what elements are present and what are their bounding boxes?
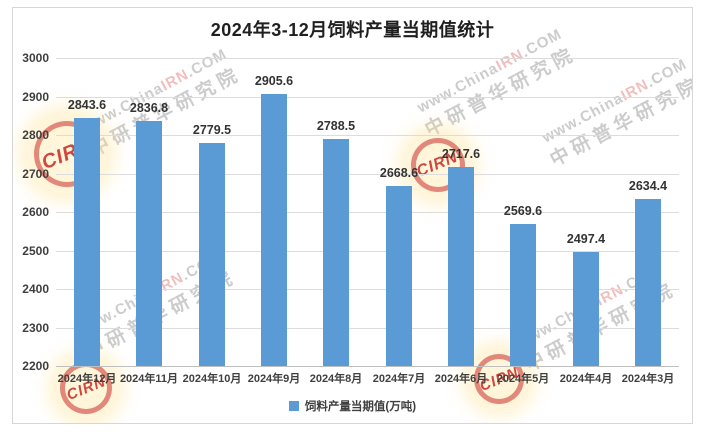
bar	[510, 224, 536, 366]
bar-value-label: 2779.5	[192, 123, 232, 137]
gridline	[56, 251, 679, 252]
bar-value-label: 2634.4	[628, 179, 668, 193]
gridline	[56, 135, 679, 136]
bar-value-label: 2569.6	[503, 204, 543, 218]
bar	[573, 252, 599, 366]
gridline	[56, 58, 679, 59]
legend-label: 饲料产量当期值(万吨)	[304, 401, 417, 413]
bar	[261, 94, 287, 366]
x-axis-tick-label: 2024年8月	[309, 373, 363, 385]
bar	[323, 139, 349, 366]
chart-title: 2024年3-12月饲料产量当期值统计	[210, 20, 495, 40]
x-axis-tick-label: 2024年10月	[182, 373, 242, 385]
y-axis-tick-label: 2500	[22, 244, 49, 258]
y-axis-tick-label: 2300	[22, 321, 49, 335]
x-axis-tick-label: 2024年5月	[496, 373, 550, 385]
bar-value-label: 2717.6	[441, 147, 481, 161]
y-axis-tick-label: 3000	[22, 51, 49, 65]
y-axis-tick-label: 2600	[22, 205, 49, 219]
legend-marker-square	[288, 401, 299, 411]
y-axis-tick-label: 2800	[22, 128, 49, 142]
gridline	[56, 289, 679, 290]
gridline	[56, 328, 679, 329]
x-axis-tick-label: 2024年3月	[621, 373, 675, 385]
bar-value-label: 2905.6	[254, 74, 294, 88]
bar-value-label: 2843.6	[67, 98, 107, 112]
bar	[199, 143, 225, 366]
x-axis-tick-label: 2024年4月	[559, 373, 613, 385]
chart-legend: 饲料产量当期值(万吨)	[13, 398, 692, 414]
y-axis-tick-label: 2700	[22, 167, 49, 181]
bar	[635, 199, 661, 366]
gridline	[56, 174, 679, 175]
bar-value-label: 2497.4	[566, 232, 606, 246]
x-axis-tick-label: 2024年9月	[247, 373, 301, 385]
x-axis-tick-label: 2024年11月	[119, 373, 179, 385]
x-axis-tick-label: 2024年7月	[372, 373, 426, 385]
bar	[136, 121, 162, 366]
y-axis-tick-label: 2400	[22, 282, 49, 296]
bar	[74, 118, 100, 366]
x-axis-line	[56, 366, 679, 367]
bar	[386, 186, 412, 366]
y-axis-tick-label: 2200	[22, 359, 49, 373]
bar-value-label: 2836.8	[129, 101, 169, 115]
gridline	[56, 212, 679, 213]
bar-value-label: 2668.6	[379, 166, 419, 180]
chart-frame: www.ChinaIRN.COM 中研普华研究院 www.ChinaIRN.COM 中…	[12, 7, 693, 424]
bar-value-label: 2788.5	[316, 119, 356, 133]
gridline	[56, 97, 679, 98]
bar-chart-plot-area: 3000 2900 2800 2700 2600 2500 2400 2300 2200 2843…	[13, 8, 692, 423]
bar	[448, 167, 474, 366]
y-axis-tick-label: 2900	[22, 90, 49, 104]
